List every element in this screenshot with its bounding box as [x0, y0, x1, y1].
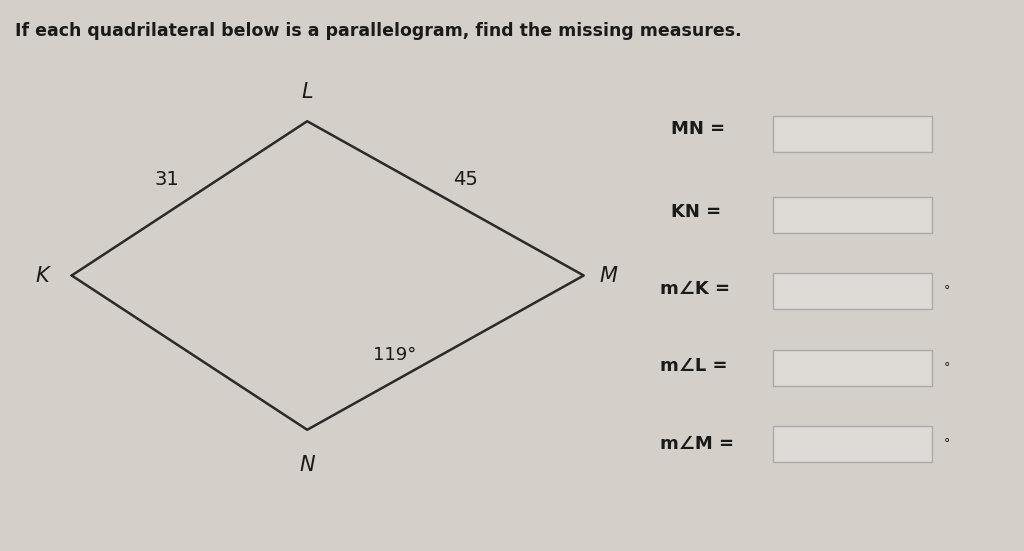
Text: K: K: [36, 266, 49, 285]
Text: °: °: [944, 361, 950, 374]
Bar: [773, 273, 932, 309]
Text: °: °: [944, 284, 950, 297]
Bar: [773, 116, 932, 152]
Bar: [773, 426, 932, 462]
Text: KN =: KN =: [671, 203, 721, 221]
Text: If each quadrilateral below is a parallelogram, find the missing measures.: If each quadrilateral below is a paralle…: [15, 22, 742, 40]
Text: 119°: 119°: [373, 347, 416, 364]
Text: M: M: [599, 266, 617, 285]
Text: N: N: [299, 455, 315, 474]
Text: m∠L =: m∠L =: [660, 358, 728, 375]
Bar: [773, 350, 932, 386]
Text: m∠M =: m∠M =: [660, 435, 734, 452]
Text: m∠K =: m∠K =: [660, 280, 730, 298]
Text: °: °: [944, 437, 950, 450]
Text: MN =: MN =: [671, 121, 725, 138]
Text: 31: 31: [155, 170, 179, 188]
Bar: [773, 197, 932, 233]
Text: L: L: [301, 82, 313, 102]
Text: 45: 45: [454, 170, 478, 188]
